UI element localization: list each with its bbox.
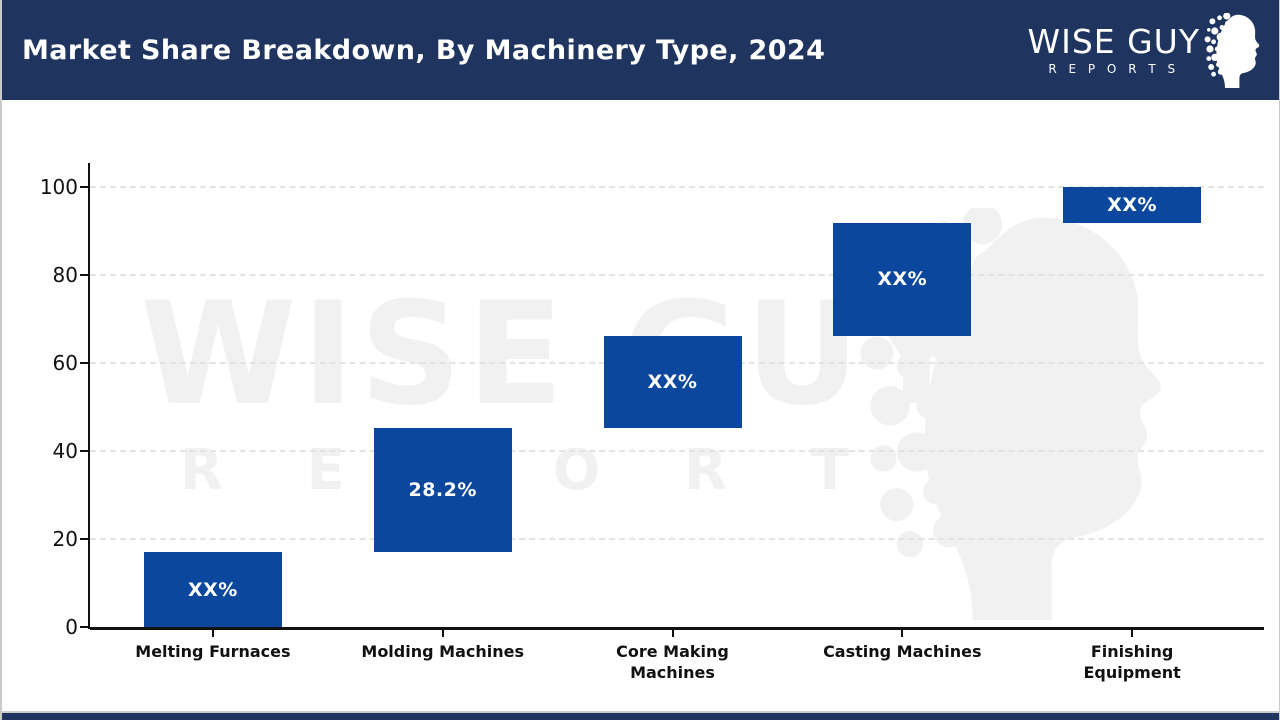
bar-value-label: XX% [647, 370, 698, 393]
bar-segment: XX% [143, 552, 282, 627]
bar-segment: XX% [833, 223, 972, 336]
y-axis [88, 163, 90, 629]
y-tick-mark-20 [80, 538, 88, 540]
y-tick-label-40: 40 [52, 439, 78, 463]
y-tick-label-80: 80 [52, 263, 78, 287]
brand-logo: WISE GUY R E P O R T S [1027, 12, 1264, 88]
bar-segment: XX% [1063, 187, 1202, 224]
bar-segment: 28.2% [373, 428, 512, 553]
x-axis-category-label: Casting Machines [823, 642, 982, 661]
header-bar: Market Share Breakdown, By Machinery Typ… [2, 0, 1279, 100]
logo-wordmark: WISE GUY R E P O R T S [1027, 21, 1200, 76]
x-tick-mark [901, 630, 904, 637]
wiseguy-face-icon [1204, 12, 1260, 88]
y-tick-label-20: 20 [52, 527, 78, 551]
x-axis-category-label: Core Making Machines [616, 642, 729, 682]
logo-wordmark-line1: WISE GUY [1027, 21, 1200, 61]
x-axis-category-label: Molding Machines [361, 642, 524, 661]
x-tick-mark [441, 630, 444, 637]
watermark-text-primary: WISE GUY [140, 272, 973, 437]
bar-value-label: XX% [1107, 194, 1158, 217]
x-axis-category-label: Melting Furnaces [135, 642, 291, 661]
y-tick-mark-0 [80, 626, 88, 628]
footer-bar [2, 713, 1279, 720]
y-tick-mark-100 [80, 186, 88, 188]
x-axis [90, 627, 1264, 630]
gridline-100 [90, 186, 1264, 188]
gridline-80 [90, 274, 1264, 276]
x-tick-mark [211, 630, 214, 637]
plot-area: 0 20 40 60 80 100 Melting Furnaces Molding Mach… [40, 165, 1264, 682]
x-tick-mark [1131, 630, 1134, 637]
bar-segment: XX% [603, 335, 742, 429]
x-tick-mark [671, 630, 674, 637]
logo-wordmark-line2: R E P O R T S [1048, 61, 1180, 76]
y-tick-mark-40 [80, 450, 88, 452]
x-axis-category-label: Finishing Equipment [1083, 642, 1181, 682]
gridline-40 [90, 450, 1264, 452]
page-title: Market Share Breakdown, By Machinery Typ… [22, 34, 826, 66]
y-tick-label-60: 60 [52, 351, 78, 375]
y-tick-label-0: 0 [65, 615, 78, 639]
gridline-20 [90, 538, 1264, 540]
y-tick-mark-80 [80, 274, 88, 276]
bottom-divider [2, 711, 1279, 713]
y-tick-mark-60 [80, 362, 88, 364]
bar-value-label: 28.2% [408, 479, 477, 502]
bar-value-label: XX% [877, 268, 928, 291]
watermark-text-secondary: R E P O R T S [180, 438, 1005, 503]
bar-value-label: XX% [187, 578, 238, 601]
y-tick-label-100: 100 [39, 175, 78, 199]
